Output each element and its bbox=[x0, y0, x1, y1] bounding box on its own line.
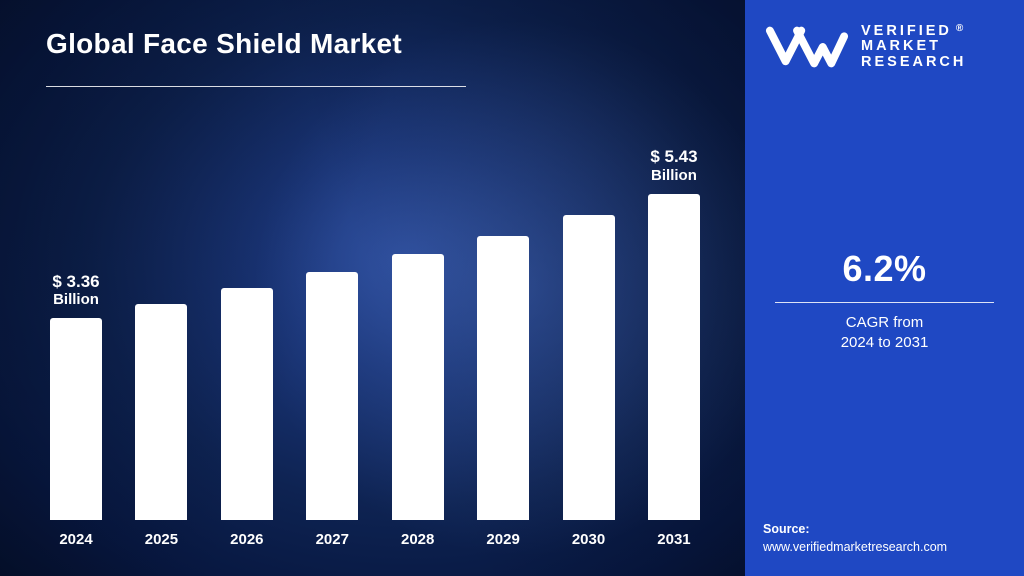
bar bbox=[477, 236, 529, 520]
callout-value: $ 5.43 bbox=[624, 147, 724, 167]
bar-wrap bbox=[217, 288, 277, 520]
bar-chart: $ 3.36Billion$ 5.43Billion 2024202520262… bbox=[40, 118, 710, 548]
logo-text: VERIFIED ® MARKET RESEARCH bbox=[861, 24, 966, 70]
bar-callout: $ 3.36Billion bbox=[26, 272, 126, 309]
logo-line2: MARKET bbox=[861, 39, 966, 54]
logo-line1: VERIFIED bbox=[861, 23, 952, 39]
cagr-caption-line1: CAGR from bbox=[846, 314, 924, 331]
bar bbox=[563, 215, 615, 520]
callout-unit: Billion bbox=[624, 167, 724, 184]
bar bbox=[50, 318, 102, 520]
bar-wrap bbox=[559, 215, 619, 520]
x-axis-label: 2027 bbox=[302, 531, 362, 548]
bar-callout: $ 5.43Billion bbox=[624, 147, 724, 184]
bar-wrap bbox=[473, 236, 533, 520]
callout-value: $ 3.36 bbox=[26, 272, 126, 292]
registered-icon: ® bbox=[956, 23, 966, 34]
cagr-divider bbox=[775, 302, 994, 303]
bar bbox=[306, 272, 358, 520]
info-panel: VERIFIED ® MARKET RESEARCH 6.2% CAGR from… bbox=[745, 0, 1024, 576]
source-url: www.verifiedmarketresearch.com bbox=[763, 539, 947, 557]
x-axis-label: 2025 bbox=[131, 531, 191, 548]
x-axis-label: 2028 bbox=[388, 531, 448, 548]
chart-panel: Global Face Shield Market $ 3.36Billion$… bbox=[0, 0, 745, 576]
source-citation: Source: www.verifiedmarketresearch.com bbox=[763, 521, 947, 556]
x-axis-label: 2031 bbox=[644, 531, 704, 548]
x-axis-label: 2026 bbox=[217, 531, 277, 548]
bar bbox=[221, 288, 273, 520]
bar-wrap: $ 3.36Billion bbox=[46, 318, 106, 520]
cagr-value: 6.2% bbox=[775, 248, 994, 290]
bar-wrap: $ 5.43Billion bbox=[644, 194, 704, 520]
x-axis: 2024 2025 2026 2027 2028 2029 2030 2031 bbox=[40, 531, 710, 548]
bar-wrap bbox=[388, 254, 448, 520]
x-axis-label: 2024 bbox=[46, 531, 106, 548]
title-underline bbox=[46, 86, 466, 87]
bar-wrap bbox=[131, 304, 191, 520]
chart-title: Global Face Shield Market bbox=[46, 28, 402, 60]
bar-wrap bbox=[302, 272, 362, 520]
cagr-caption-line2: 2024 to 2031 bbox=[841, 334, 929, 351]
logo-mark-icon bbox=[763, 22, 851, 72]
source-label: Source: bbox=[763, 521, 947, 539]
cagr-caption: CAGR from 2024 to 2031 bbox=[775, 313, 994, 354]
brand-logo: VERIFIED ® MARKET RESEARCH bbox=[763, 22, 1008, 72]
bar bbox=[135, 304, 187, 520]
logo-line3: RESEARCH bbox=[861, 55, 966, 70]
x-axis-label: 2029 bbox=[473, 531, 533, 548]
infographic-container: Global Face Shield Market $ 3.36Billion$… bbox=[0, 0, 1024, 576]
bar bbox=[392, 254, 444, 520]
bars-row: $ 3.36Billion $ 5.43Billion bbox=[40, 160, 710, 520]
callout-unit: Billion bbox=[26, 291, 126, 308]
cagr-block: 6.2% CAGR from 2024 to 2031 bbox=[775, 248, 994, 354]
x-axis-label: 2030 bbox=[559, 531, 619, 548]
bar bbox=[648, 194, 700, 520]
